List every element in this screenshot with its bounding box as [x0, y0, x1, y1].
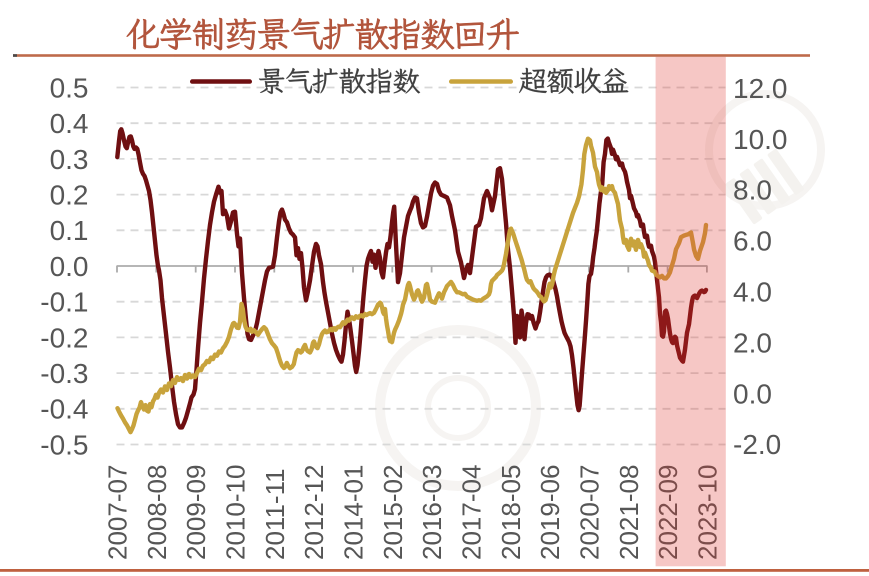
svg-text:2019-06: 2019-06	[535, 465, 565, 560]
svg-text:2022-09: 2022-09	[653, 465, 683, 560]
svg-text:0.1: 0.1	[50, 215, 89, 246]
svg-text:2010-10: 2010-10	[221, 465, 251, 560]
svg-text:2007-07: 2007-07	[103, 465, 133, 560]
svg-text:2020-07: 2020-07	[575, 465, 605, 560]
svg-text:0.2: 0.2	[50, 180, 89, 211]
svg-text:2014-01: 2014-01	[339, 465, 369, 560]
svg-text:-0.3: -0.3	[40, 358, 88, 389]
svg-text:-0.4: -0.4	[40, 394, 88, 425]
svg-text:0.4: 0.4	[50, 108, 89, 139]
svg-text:2017-04: 2017-04	[457, 465, 487, 560]
svg-text:2008-08: 2008-08	[142, 465, 172, 560]
svg-text:2.0: 2.0	[733, 327, 772, 358]
svg-text:2015-02: 2015-02	[378, 465, 408, 560]
svg-text:2023-10: 2023-10	[692, 465, 722, 560]
svg-text:6.0: 6.0	[733, 226, 772, 257]
svg-text:8.0: 8.0	[733, 175, 772, 206]
svg-text:-2.0: -2.0	[733, 429, 781, 460]
svg-text:-0.2: -0.2	[40, 322, 88, 353]
svg-text:12.0: 12.0	[733, 73, 788, 104]
svg-text:-0.5: -0.5	[40, 429, 88, 460]
svg-text:-0.1: -0.1	[40, 287, 88, 318]
svg-text:0.0: 0.0	[733, 378, 772, 409]
svg-text:0.0: 0.0	[50, 251, 89, 282]
svg-text:2021-08: 2021-08	[614, 465, 644, 560]
svg-text:4.0: 4.0	[733, 277, 772, 308]
svg-text:2018-05: 2018-05	[496, 465, 526, 560]
svg-text:0.5: 0.5	[50, 72, 89, 103]
svg-text:2016-03: 2016-03	[417, 465, 447, 560]
svg-text:0.3: 0.3	[50, 144, 89, 175]
svg-text:2011-11: 2011-11	[260, 468, 290, 560]
svg-text:2012-12: 2012-12	[299, 465, 329, 560]
svg-text:2009-09: 2009-09	[181, 465, 211, 560]
svg-text:10.0: 10.0	[733, 124, 788, 155]
